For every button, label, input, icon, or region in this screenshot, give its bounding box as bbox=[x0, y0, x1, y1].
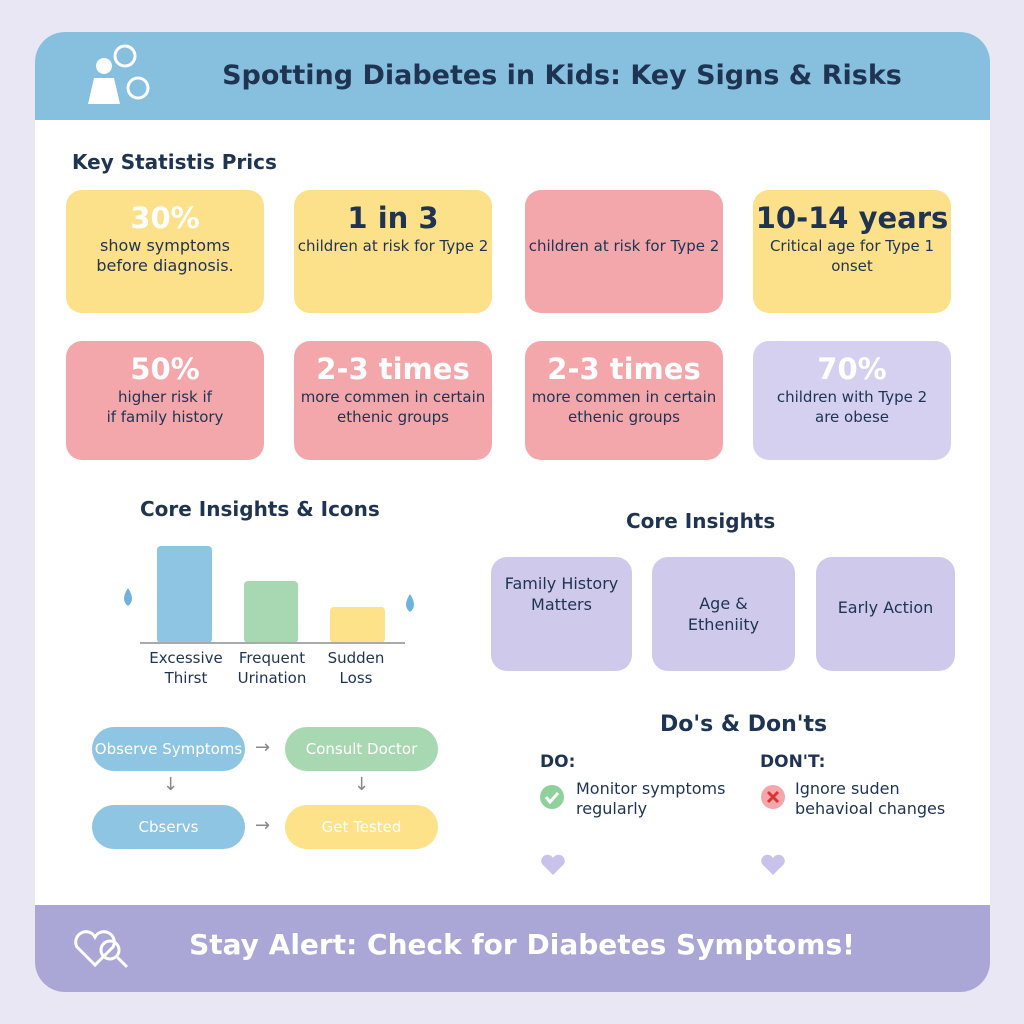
stat-card: 50% higher risk if if family history bbox=[66, 341, 264, 460]
do-text: Monitor symptoms regularly bbox=[576, 779, 725, 819]
text-line: more commen in certain bbox=[531, 388, 717, 406]
text-line: Sudden bbox=[327, 649, 385, 667]
header-band bbox=[35, 32, 990, 120]
stat-value: 2-3 times bbox=[316, 352, 470, 386]
bar bbox=[157, 546, 212, 643]
text-line: before diagnosis. bbox=[96, 256, 234, 275]
text-line: if family history bbox=[106, 408, 224, 426]
stat-value: 1 in 3 bbox=[347, 201, 439, 235]
stat-card: 70% children with Type 2 are obese bbox=[753, 341, 951, 460]
symptom-chart bbox=[124, 546, 414, 644]
drop bbox=[406, 594, 414, 612]
flow-step: Observe Symptoms bbox=[92, 727, 245, 771]
text-line: Family History bbox=[504, 574, 619, 593]
heart bbox=[761, 854, 785, 875]
page-title: Spotting Diabetes in Kids: Key Signs & R… bbox=[222, 60, 902, 91]
text-line: higher risk if bbox=[118, 388, 212, 406]
text-line: Ignore suden bbox=[795, 779, 900, 798]
bar-label: Excessive Thirst bbox=[126, 648, 246, 688]
stat-value: 2-3 times bbox=[547, 352, 701, 386]
text-line: children with Type 2 bbox=[776, 388, 928, 406]
bar-label: Frequent Urination bbox=[212, 648, 332, 688]
text-line: ethenic groups bbox=[568, 408, 680, 426]
text-line: Excessive bbox=[149, 649, 223, 667]
text-line: are obese bbox=[815, 408, 889, 426]
header-icon bbox=[88, 44, 150, 104]
arrow: → bbox=[255, 815, 271, 836]
arrow: ↓ bbox=[354, 774, 370, 795]
stat-value: 30% bbox=[130, 201, 200, 235]
section-title: Core Insights & Icons bbox=[140, 497, 380, 521]
stat-card: children at risk for Type 2 bbox=[525, 190, 723, 313]
flow-step: Get Tested bbox=[285, 805, 438, 849]
check-icon bbox=[540, 785, 564, 809]
text-line: Age & bbox=[699, 594, 748, 613]
section-title: Do's & Don'ts bbox=[660, 712, 828, 737]
footer-text: Stay Alert: Check for Diabetes Symptoms! bbox=[189, 928, 855, 961]
bar-label: Sudden Loss bbox=[296, 648, 416, 688]
text-line: regularly bbox=[576, 799, 648, 818]
stat-card: 10-14 years Critical age for Type 1 onset bbox=[753, 190, 951, 313]
insight-card: Early Action bbox=[816, 557, 955, 671]
text-line: Early Action bbox=[837, 598, 934, 617]
stat-value: 70% bbox=[817, 352, 887, 386]
bar bbox=[330, 607, 385, 643]
arrow: → bbox=[255, 737, 271, 758]
text-line: Etheniity bbox=[687, 615, 760, 634]
text-line: ethenic groups bbox=[337, 408, 449, 426]
flow-step: Cbservs bbox=[92, 805, 245, 849]
footer-icon bbox=[74, 930, 129, 969]
text-line: Monitor symptoms bbox=[576, 779, 726, 798]
text-line: Urination bbox=[237, 669, 307, 687]
footer-band bbox=[35, 905, 990, 992]
section-title: Core Insights bbox=[626, 509, 776, 533]
section-title: Key Statistis Prics bbox=[72, 150, 277, 174]
text-line: children at risk for Type 2 bbox=[297, 237, 489, 255]
text-line: more commen in certain bbox=[300, 388, 486, 406]
text-line: Matters bbox=[531, 595, 592, 614]
insight-card: Age & Etheniity bbox=[652, 557, 795, 671]
flow-step: Consult Doctor bbox=[285, 727, 438, 771]
drop bbox=[124, 588, 132, 606]
text-line: show symptoms bbox=[100, 236, 230, 255]
stat-value: 10-14 years bbox=[755, 201, 949, 235]
stat-card: 1 in 3 children at risk for Type 2 bbox=[294, 190, 492, 313]
stat-value: 50% bbox=[130, 352, 200, 386]
dont-label: DON'T: bbox=[760, 752, 826, 772]
heart bbox=[541, 854, 565, 875]
text-line: Thirst bbox=[164, 669, 208, 687]
text-line: Critical age for Type 1 onset bbox=[769, 237, 935, 275]
do-label: DO: bbox=[540, 752, 576, 772]
text-line: Frequent bbox=[238, 649, 306, 667]
insight-card: Family History Matters bbox=[491, 557, 632, 671]
text-line: Loss bbox=[339, 669, 373, 687]
stat-card: 2-3 times more commen in certain ethenic g… bbox=[294, 341, 492, 460]
dont-text: Ignore suden behavioal changes bbox=[795, 779, 945, 819]
text-line: behavioal changes bbox=[795, 799, 946, 818]
stat-card: 2-3 times more commen in certain ethenic g… bbox=[525, 341, 723, 460]
arrow: ↓ bbox=[163, 774, 179, 795]
bar bbox=[244, 581, 298, 643]
stat-card: 30% show symptoms before diagnosis. bbox=[66, 190, 264, 313]
text-line: children at risk for Type 2 bbox=[528, 237, 720, 255]
